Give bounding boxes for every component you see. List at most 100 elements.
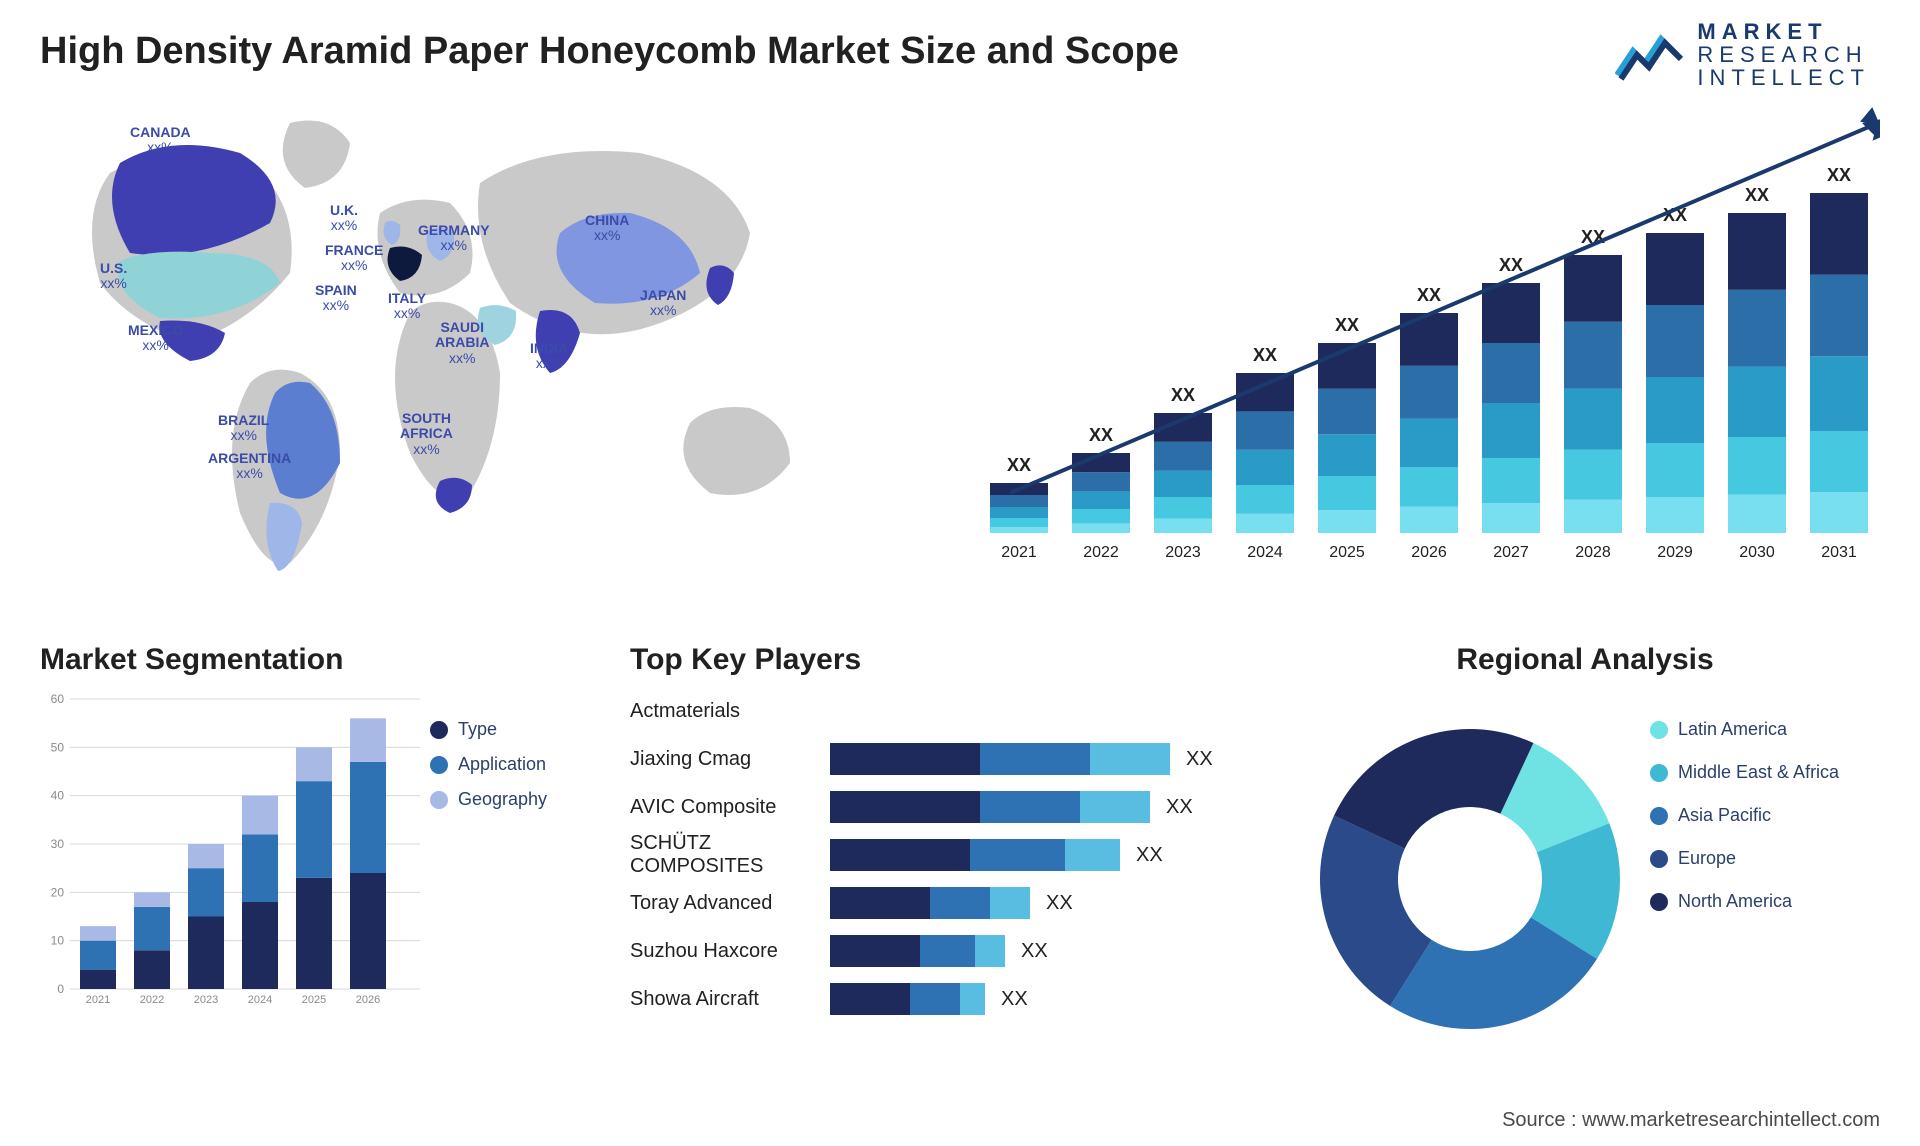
- seg-year-label: 2026: [356, 994, 380, 1006]
- map-label-canada: CANADAxx%: [130, 125, 191, 156]
- player-bar-seg: [980, 743, 1090, 775]
- player-name: Toray Advanced: [630, 892, 830, 915]
- seg-ytick: 50: [51, 740, 65, 754]
- scope-bar-label: XX: [1335, 315, 1359, 335]
- scope-bar-seg: [1728, 367, 1786, 437]
- scope-bar-seg: [1154, 471, 1212, 497]
- scope-year-label: 2029: [1657, 544, 1693, 561]
- scope-bar-seg: [1154, 519, 1212, 533]
- seg-legend-item: Type: [430, 719, 547, 740]
- legend-swatch-icon: [1650, 893, 1668, 911]
- seg-bar-seg: [296, 878, 332, 989]
- regional-title: Regional Analysis: [1290, 643, 1880, 677]
- scope-bar-seg: [1236, 411, 1294, 449]
- map-label-india: INDIAxx%: [530, 341, 568, 372]
- player-bar-seg: [980, 791, 1080, 823]
- scope-bar-seg: [1072, 472, 1130, 491]
- scope-bar-seg: [1728, 213, 1786, 290]
- seg-bar-seg: [134, 950, 170, 989]
- seg-bar-seg: [188, 917, 224, 990]
- scope-bar-seg: [1728, 290, 1786, 367]
- scope-bar-seg: [1400, 507, 1458, 533]
- scope-bar-seg: [1564, 388, 1622, 449]
- scope-bar-seg: [1564, 322, 1622, 389]
- player-row: Showa AircraftXX: [630, 977, 1260, 1021]
- page-title: High Density Aramid Paper Honeycomb Mark…: [40, 20, 1880, 93]
- map-country-safrica: [436, 478, 472, 513]
- scope-bar-seg: [1154, 442, 1212, 471]
- seg-year-label: 2022: [140, 994, 164, 1006]
- logo-line3: INTELLECT: [1697, 66, 1870, 89]
- scope-year-label: 2023: [1165, 544, 1201, 561]
- seg-bar-seg: [188, 868, 224, 916]
- regional-donut-chart: [1300, 699, 1640, 1039]
- scope-bar-seg: [1728, 437, 1786, 495]
- scope-bar-seg: [1072, 491, 1130, 509]
- scope-bar-seg: [1810, 431, 1868, 492]
- player-row: SCHÜTZ COMPOSITESXX: [630, 833, 1260, 877]
- map-label-brazil: BRAZILxx%: [218, 413, 269, 444]
- scope-bar-seg: [1400, 467, 1458, 507]
- scope-year-label: 2027: [1493, 544, 1529, 561]
- player-row: AVIC Composite XX: [630, 785, 1260, 829]
- seg-ytick: 40: [51, 789, 65, 803]
- legend-swatch-icon: [1650, 764, 1668, 782]
- player-bar-seg: [830, 887, 930, 919]
- legend-label: Application: [458, 754, 546, 775]
- scope-bar-label: XX: [1007, 455, 1031, 475]
- legend-swatch-icon: [430, 756, 448, 774]
- player-value: XX: [1186, 748, 1213, 771]
- scope-bar-seg: [1318, 510, 1376, 533]
- legend-label: Europe: [1678, 848, 1736, 869]
- seg-bar-seg: [296, 781, 332, 878]
- regional-legend-item: Europe: [1650, 848, 1839, 869]
- seg-bar-seg: [80, 926, 116, 941]
- scope-year-label: 2028: [1575, 544, 1611, 561]
- players-section: Top Key Players ActmaterialsJiaxing Cmag…: [630, 643, 1260, 1083]
- player-value: XX: [1166, 796, 1193, 819]
- regional-legend-item: Asia Pacific: [1650, 805, 1839, 826]
- scope-bar-seg: [1728, 495, 1786, 533]
- scope-bar-seg: [1318, 389, 1376, 435]
- scope-bar-seg: [1564, 500, 1622, 533]
- player-bar-seg: [830, 839, 970, 871]
- seg-legend-item: Geography: [430, 789, 547, 810]
- scope-year-label: 2024: [1247, 544, 1283, 561]
- legend-swatch-icon: [1650, 721, 1668, 739]
- player-name: Suzhou Haxcore: [630, 940, 830, 963]
- player-bar: [830, 935, 1005, 967]
- player-bar-seg: [1065, 839, 1120, 871]
- regional-legend-item: North America: [1650, 891, 1839, 912]
- legend-label: Type: [458, 719, 497, 740]
- seg-bar-seg: [134, 892, 170, 907]
- player-bar-seg: [970, 839, 1065, 871]
- scope-bar-seg: [1564, 255, 1622, 322]
- player-name: Actmaterials: [630, 700, 830, 723]
- players-title: Top Key Players: [630, 643, 1260, 677]
- seg-bar-seg: [350, 718, 386, 762]
- player-bar-seg: [830, 743, 980, 775]
- seg-ytick: 0: [57, 982, 64, 996]
- seg-ytick: 60: [51, 692, 65, 706]
- scope-bar-seg: [1400, 366, 1458, 419]
- seg-bar-seg: [242, 796, 278, 835]
- world-map: CANADAxx%U.S.xx%MEXICOxx%BRAZILxx%ARGENT…: [40, 93, 920, 613]
- scope-bar-seg: [1646, 497, 1704, 533]
- brand-logo: MARKET RESEARCH INTELLECT: [1615, 20, 1870, 89]
- player-bar-seg: [830, 983, 910, 1015]
- map-label-safrica: SOUTHAFRICAxx%: [400, 411, 453, 457]
- scope-bar-seg: [990, 507, 1048, 518]
- scope-year-label: 2030: [1739, 544, 1775, 561]
- player-bar-seg: [830, 791, 980, 823]
- player-bar: [830, 743, 1170, 775]
- scope-bar-seg: [1482, 458, 1540, 503]
- scope-bar-seg: [1482, 283, 1540, 343]
- segmentation-title: Market Segmentation: [40, 643, 600, 677]
- seg-bar-seg: [242, 902, 278, 989]
- scope-bar-seg: [1236, 514, 1294, 533]
- seg-year-label: 2021: [86, 994, 110, 1006]
- scope-bar-label: XX: [1745, 185, 1769, 205]
- scope-bar-seg: [1072, 523, 1130, 533]
- scope-bar-seg: [1646, 443, 1704, 497]
- player-name: AVIC Composite: [630, 796, 830, 819]
